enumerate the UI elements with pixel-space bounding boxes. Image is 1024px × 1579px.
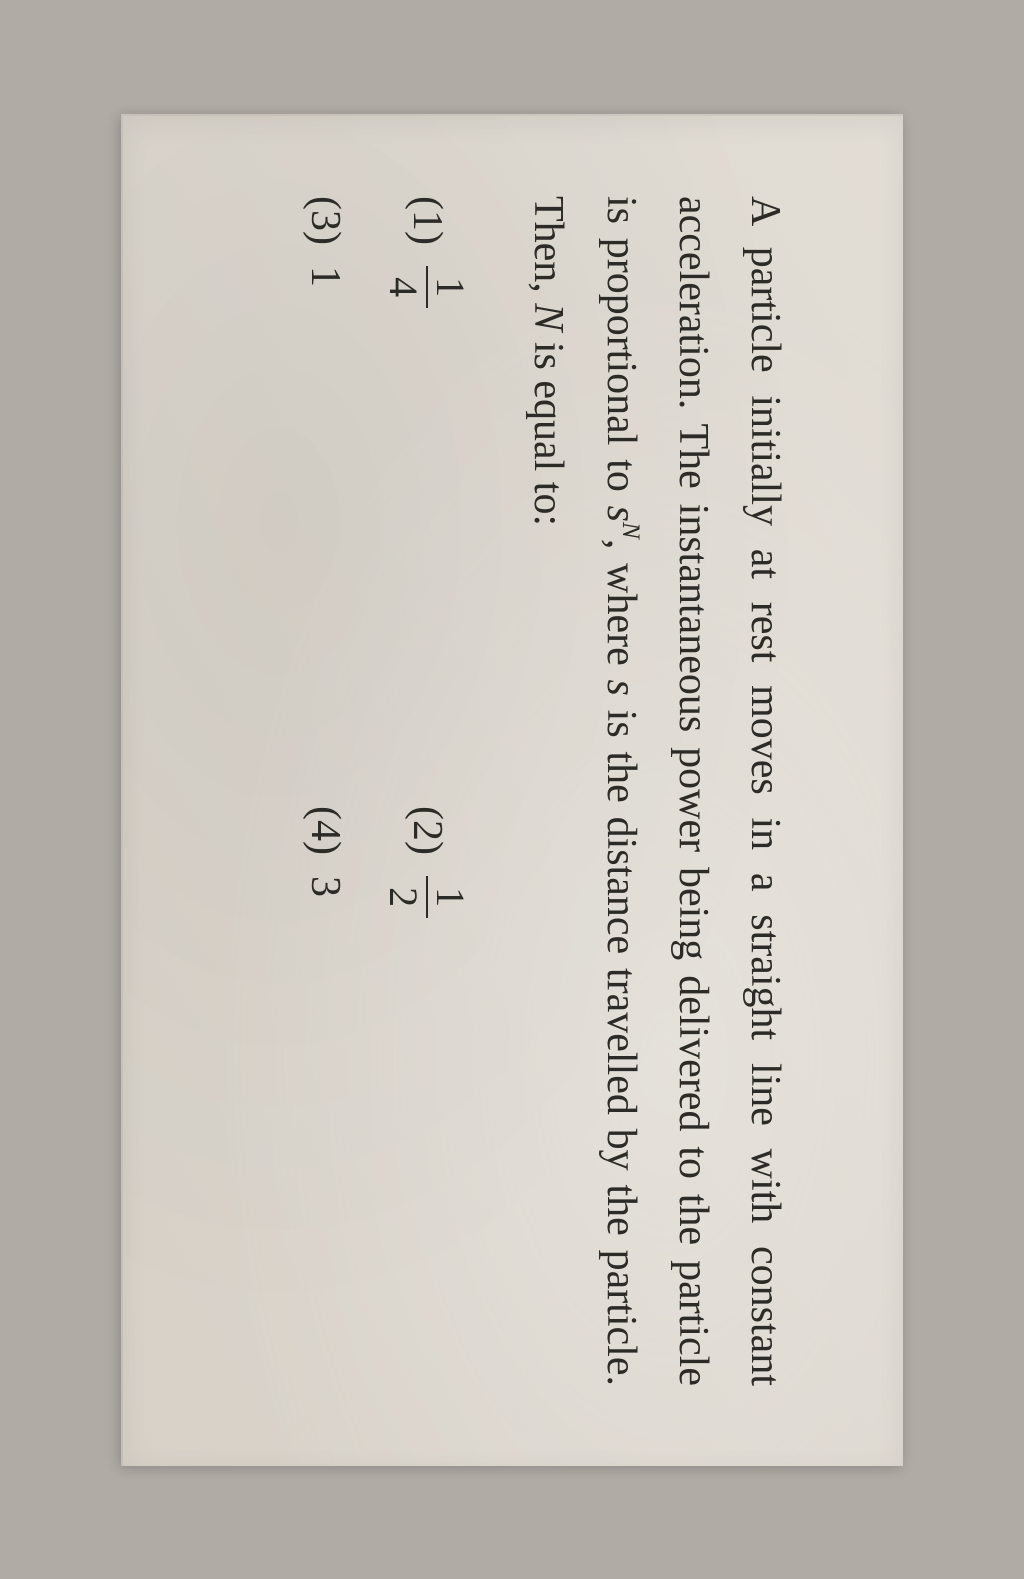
- option-number: (4): [301, 806, 349, 855]
- scanned-page: A particle initially at rest moves in a …: [121, 114, 903, 1466]
- option-value: 3: [301, 875, 349, 896]
- option-number: (3): [301, 196, 349, 245]
- option-value: 1: [301, 265, 349, 286]
- content-area: A particle initially at rest moves in a …: [261, 116, 903, 1466]
- options-grid: (1)14(2)12(3)1(4)3: [301, 196, 470, 1386]
- question-text: A particle initially at rest moves in a …: [512, 196, 801, 1386]
- option-2: (2)12: [383, 806, 470, 1056]
- option-value-fraction: 12: [383, 875, 470, 917]
- option-number: (2): [403, 806, 451, 855]
- option-3: (3) 1: [301, 196, 349, 446]
- option-value-fraction: 14: [383, 265, 470, 307]
- option-1: (1)14: [383, 196, 470, 446]
- option-number: (1): [403, 196, 451, 245]
- option-4: (4) 3: [301, 806, 349, 1056]
